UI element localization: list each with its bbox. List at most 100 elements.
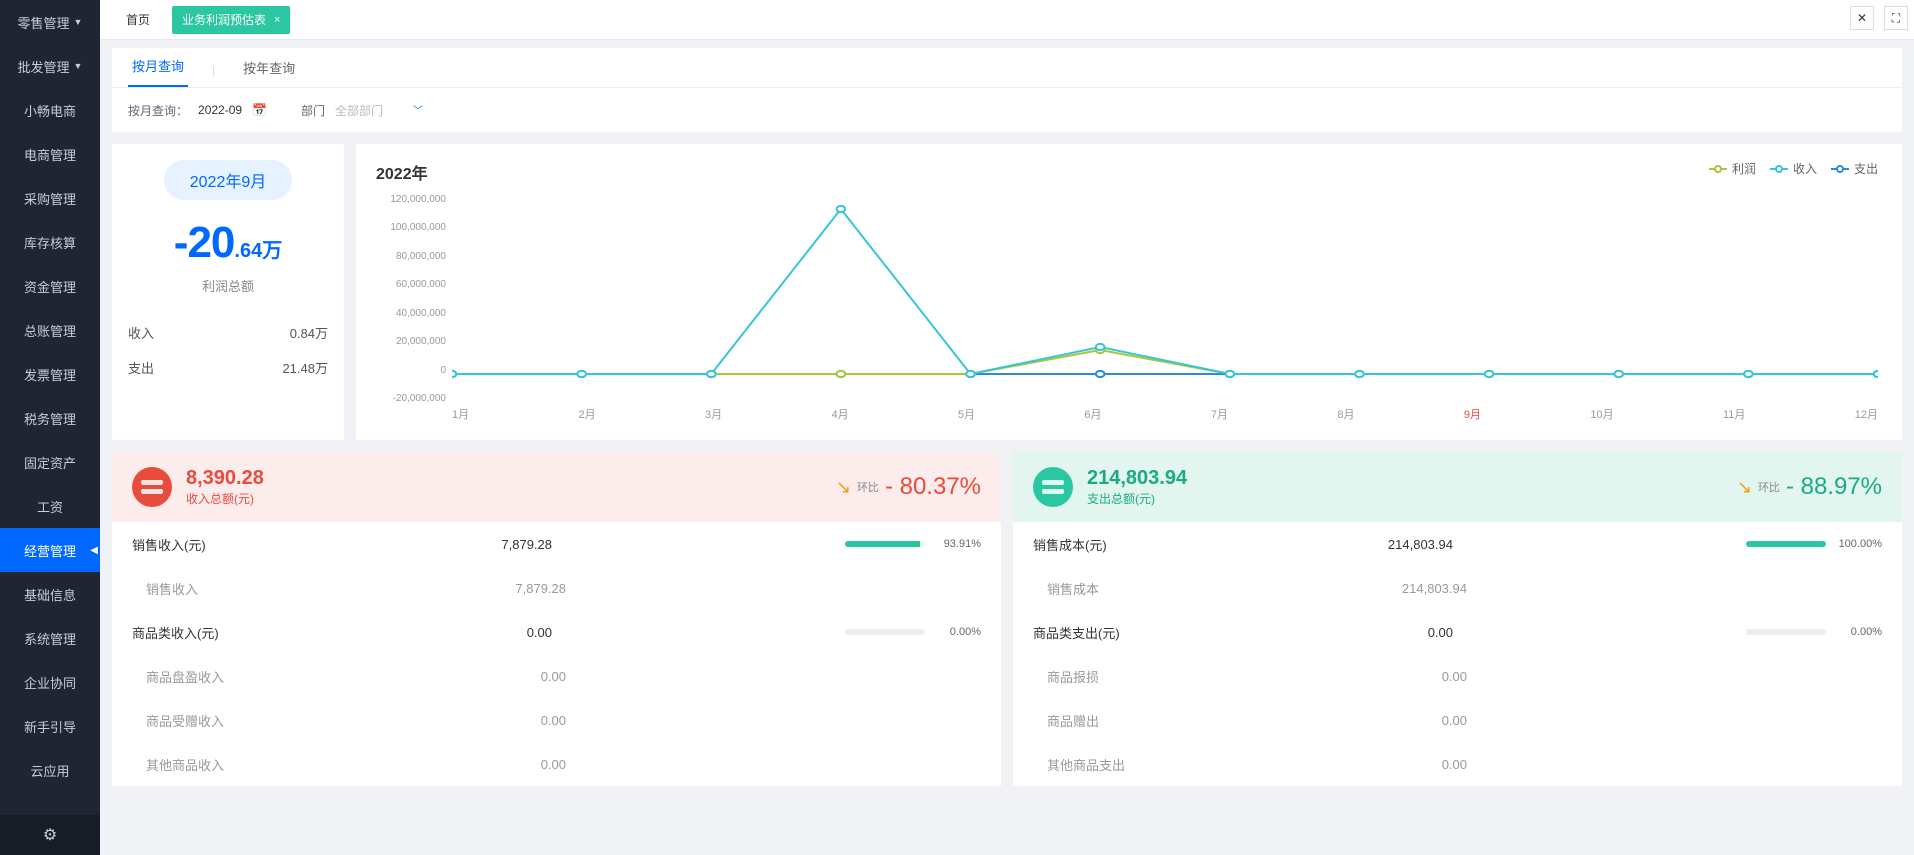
summary-card: 2022年9月 -20.64万 利润总额 收入 0.84万 支出 21.48万 xyxy=(112,144,344,440)
chevron-down-icon: ﹀ xyxy=(413,102,423,117)
sidebar-item[interactable]: 基础信息 xyxy=(0,572,100,616)
detail-row: 销售成本(元)214,803.94 100.00% xyxy=(1013,522,1902,566)
sidebar-item[interactable]: 电商管理 xyxy=(0,132,100,176)
row-value: 0.00 xyxy=(1307,669,1467,684)
sidebar-item[interactable]: 小畅电商 xyxy=(0,88,100,132)
row-name: 商品类收入(元) xyxy=(132,623,392,642)
pct-value: 93.91% xyxy=(933,538,981,550)
sidebar-item[interactable]: 采购管理 xyxy=(0,176,100,220)
month-filter-value[interactable]: 2022-09 xyxy=(198,103,242,117)
panel-total: 8,390.28 xyxy=(186,467,264,490)
sidebar-item[interactable]: 库存核算 xyxy=(0,220,100,264)
sidebar-item[interactable]: 总账管理 xyxy=(0,308,100,352)
profit-total-label: 利润总额 xyxy=(128,276,328,295)
dept-placeholder: 全部部门 xyxy=(335,104,383,118)
row-name: 销售收入 xyxy=(146,579,406,598)
sidebar-item[interactable]: 企业协同 xyxy=(0,660,100,704)
sidebar-item[interactable]: 经营管理 xyxy=(0,528,100,572)
legend-marker-icon xyxy=(1709,165,1727,173)
detail-row: 商品赠出0.00 xyxy=(1013,698,1902,742)
row-value: 0.00 xyxy=(1307,713,1467,728)
legend-item[interactable]: 收入 xyxy=(1770,160,1817,177)
detail-row: 商品类支出(元)0.00 0.00% xyxy=(1013,610,1902,654)
row-value: 0.00 xyxy=(392,625,552,640)
row-value: 0.00 xyxy=(1293,625,1453,640)
chevron-down-icon: ▼ xyxy=(74,61,83,71)
row-name: 销售成本(元) xyxy=(1033,535,1293,554)
tabs-bar: 首页 业务利润预估表 × xyxy=(100,0,1914,40)
detail-row: 其他商品支出0.00 xyxy=(1013,742,1902,786)
chart-plot xyxy=(452,194,1878,404)
dept-select[interactable]: 全部部门 ﹀ xyxy=(335,102,423,119)
delta-label: 环比 xyxy=(1758,479,1780,495)
detail-row: 其他商品收入0.00 xyxy=(112,742,1001,786)
delta-label: 环比 xyxy=(857,479,879,495)
delta-value: - 88.97% xyxy=(1786,473,1882,501)
row-value: 0.00 xyxy=(406,713,566,728)
fullscreen-icon[interactable]: ⛶ xyxy=(1884,6,1908,30)
pct-value: 0.00% xyxy=(933,626,981,638)
income-label: 收入 xyxy=(128,323,154,342)
chart-card: 2022年 利润收入支出 120,000,000100,000,00080,00… xyxy=(356,144,1902,440)
row-value: 214,803.94 xyxy=(1307,581,1467,596)
row-value: 7,879.28 xyxy=(392,537,552,552)
sidebar-item[interactable]: 系统管理 xyxy=(0,616,100,660)
sidebar-item[interactable]: 发票管理 xyxy=(0,352,100,396)
x-axis: 1月2月3月4月5月6月7月8月9月10月11月12月 xyxy=(452,406,1878,424)
chevron-down-icon: ▼ xyxy=(74,17,83,27)
month-chip: 2022年9月 xyxy=(164,160,293,200)
sidebar-item[interactable]: 云应用 xyxy=(0,748,100,792)
sidebar-item[interactable]: 固定资产 xyxy=(0,440,100,484)
y-axis: 120,000,000100,000,00080,000,00060,000,0… xyxy=(376,194,446,404)
progress-bar xyxy=(1746,541,1826,547)
progress-bar xyxy=(845,541,925,547)
legend-item[interactable]: 利润 xyxy=(1709,160,1756,177)
subtab[interactable]: 按月查询 xyxy=(128,46,188,87)
sidebar-item[interactable]: 批发管理▼ xyxy=(0,44,100,88)
expense-label: 支出 xyxy=(128,358,154,377)
row-name: 其他商品收入 xyxy=(146,755,406,774)
sidebar-item[interactable]: 零售管理▼ xyxy=(0,0,100,44)
sidebar-item[interactable]: 资金管理 xyxy=(0,264,100,308)
panel-total: 214,803.94 xyxy=(1087,467,1187,490)
chart-title: 2022年 xyxy=(376,160,1882,184)
row-name: 销售成本 xyxy=(1047,579,1307,598)
row-name: 商品赠出 xyxy=(1047,711,1307,730)
legend-item[interactable]: 支出 xyxy=(1831,160,1878,177)
pct-value: 0.00% xyxy=(1834,626,1882,638)
sidebar-item[interactable]: 工资 xyxy=(0,484,100,528)
row-name: 商品报损 xyxy=(1047,667,1307,686)
filter-bar: 按月查询： 2022-09 📅 部门 全部部门 ﹀ xyxy=(112,88,1902,132)
panel-total-label: 支出总额(元) xyxy=(1087,490,1187,507)
row-name: 销售收入(元) xyxy=(132,535,392,554)
close-icon[interactable]: × xyxy=(274,14,280,26)
legend-marker-icon xyxy=(1831,165,1849,173)
close-panel-icon[interactable]: ✕ xyxy=(1850,6,1874,30)
profit-total: -20.64万 xyxy=(128,218,328,268)
calendar-icon[interactable]: 📅 xyxy=(252,103,267,117)
detail-row: 销售成本214,803.94 xyxy=(1013,566,1902,610)
row-name: 其他商品支出 xyxy=(1047,755,1307,774)
dept-filter-label: 部门 xyxy=(301,102,325,119)
subtab[interactable]: 按年查询 xyxy=(239,48,299,87)
detail-row: 商品类收入(元)0.00 0.00% xyxy=(112,610,1001,654)
row-value: 214,803.94 xyxy=(1293,537,1453,552)
legend-marker-icon xyxy=(1770,165,1788,173)
month-filter-label: 按月查询： xyxy=(128,102,188,119)
detail-row: 销售收入(元)7,879.28 93.91% xyxy=(112,522,1001,566)
tab-active-label: 业务利润预估表 xyxy=(182,11,266,28)
trend-down-icon: ↘ xyxy=(836,477,851,498)
sidebar-settings[interactable]: ⚙ xyxy=(0,815,100,855)
income-value: 0.84万 xyxy=(290,323,328,342)
tab-home[interactable]: 首页 xyxy=(112,0,164,40)
pct-value: 100.00% xyxy=(1834,538,1882,550)
expense-panel: 214,803.94支出总额(元)↘环比- 88.97%销售成本(元)214,8… xyxy=(1013,452,1902,786)
coins-icon xyxy=(1033,467,1073,507)
row-name: 商品类支出(元) xyxy=(1033,623,1293,642)
coins-icon xyxy=(132,467,172,507)
expense-value: 21.48万 xyxy=(282,358,328,377)
panel-head: 8,390.28收入总额(元)↘环比- 80.37% xyxy=(112,452,1001,522)
sidebar-item[interactable]: 新手引导 xyxy=(0,704,100,748)
tab-active[interactable]: 业务利润预估表 × xyxy=(172,6,290,34)
sidebar-item[interactable]: 税务管理 xyxy=(0,396,100,440)
